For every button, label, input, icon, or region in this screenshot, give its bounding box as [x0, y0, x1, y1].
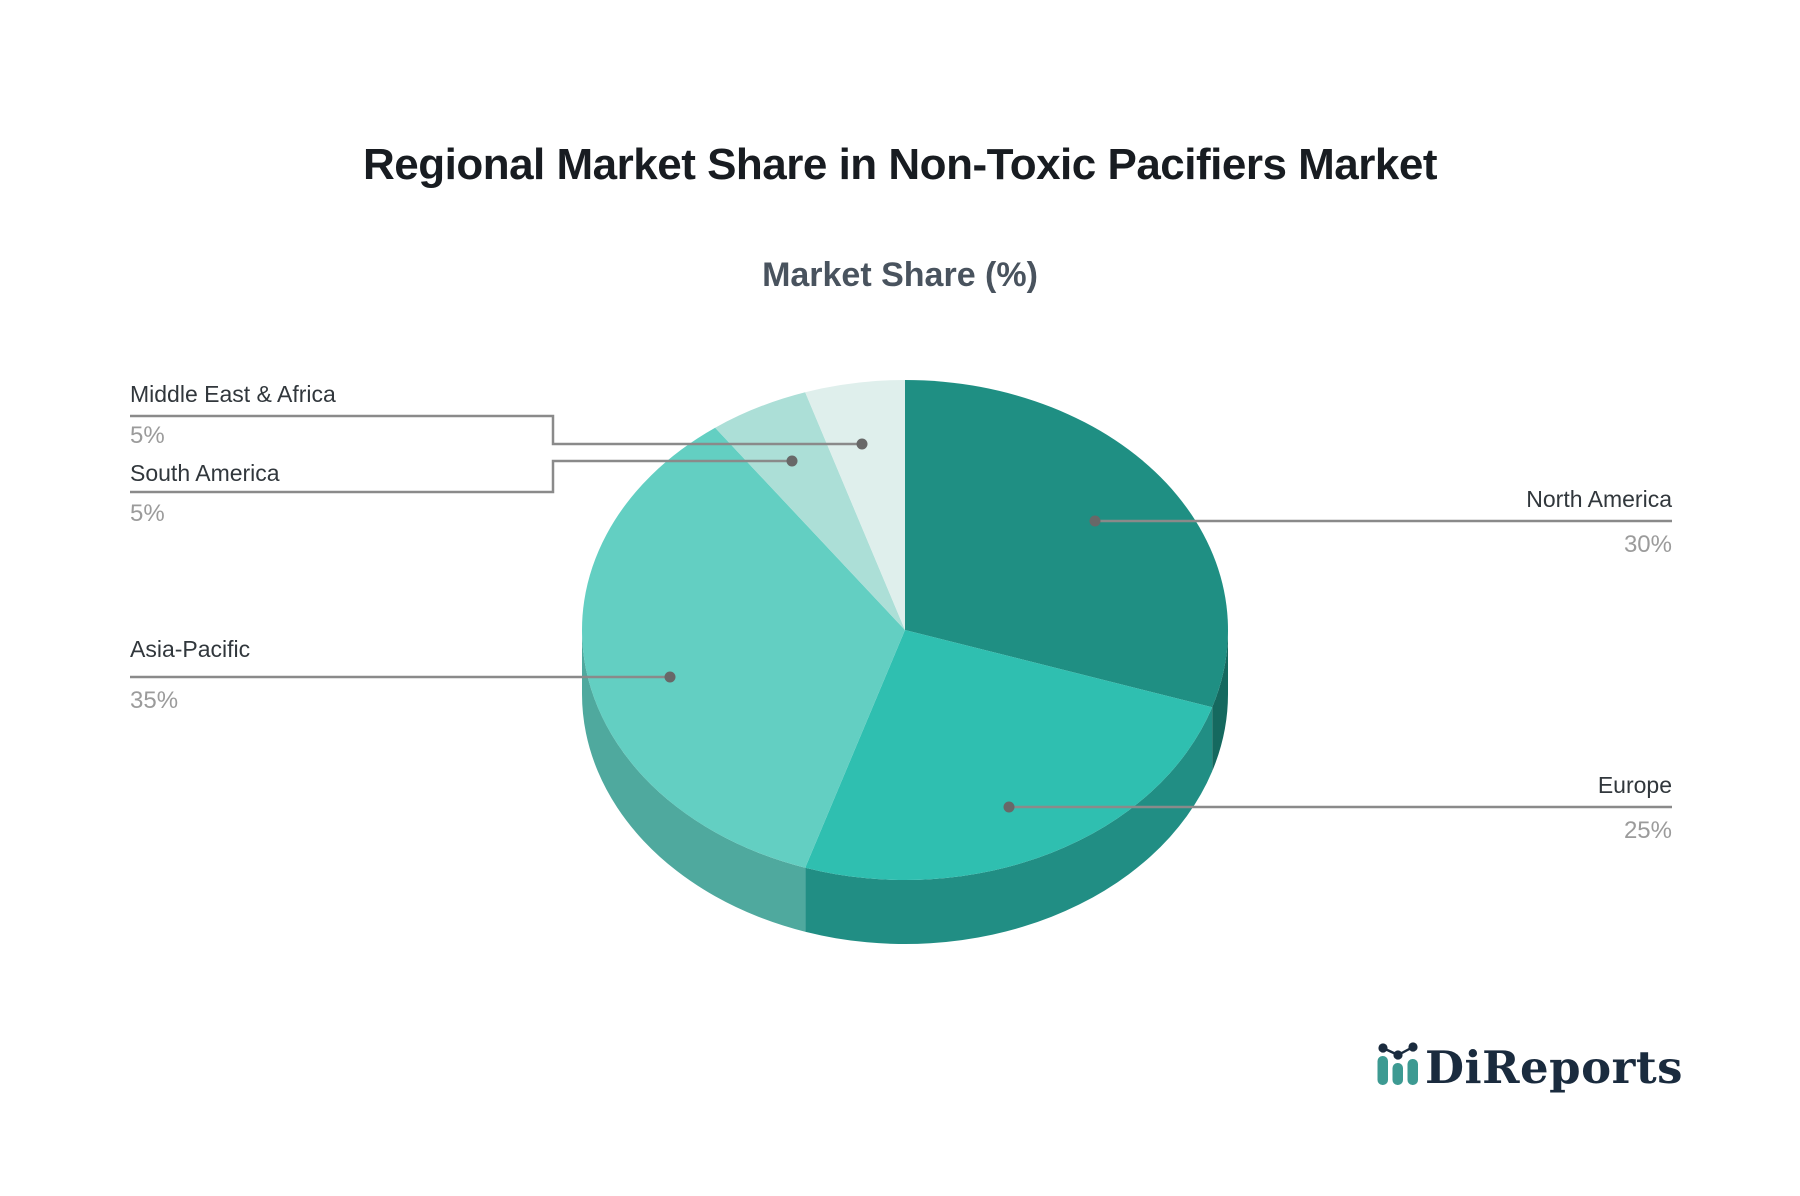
connector-south-america: [130, 459, 792, 494]
chart-title: Regional Market Share in Non-Toxic Pacif…: [362, 140, 1438, 189]
slice-value-middle-east-africa: 5%: [130, 422, 165, 449]
connector-middle-east-africa: [130, 414, 862, 446]
connector-dot-north-america: [1089, 515, 1101, 527]
slice-label-north-america: North America: [1526, 486, 1672, 512]
bar-line-chart-icon: [1377, 1042, 1418, 1085]
logo-text: DiReports: [1425, 1041, 1683, 1094]
slice-label-asia-pacific: Asia-Pacific: [130, 636, 251, 662]
connector-dot-europe: [1003, 801, 1015, 813]
pie-slice-europe: [805, 630, 1213, 880]
pie-slice-asia-pacific: [582, 427, 905, 868]
direports-logo: DiReports: [1372, 1032, 1683, 1090]
slice-label-middle-east-africa: Middle East & Africa: [130, 381, 336, 407]
slice-label-south-america: South America: [130, 460, 280, 486]
connector-dot-asia-pacific: [664, 671, 676, 683]
pie-slice-middle-east-africa: [805, 380, 905, 630]
connector-dot-south-america: [786, 455, 798, 467]
pie-side-asia-pacific: [582, 630, 806, 932]
pie-slice-north-america: [905, 380, 1228, 708]
connector-dot-middle-east-africa: [856, 438, 868, 450]
slice-value-north-america: 30%: [1623, 531, 1672, 558]
pie-slice-south-america: [715, 392, 905, 630]
pie-side-north-america: [1212, 630, 1228, 772]
slice-value-europe: 25%: [1623, 817, 1672, 844]
slice-value-asia-pacific: 35%: [130, 687, 179, 714]
slice-label-europe: Europe: [1597, 772, 1672, 798]
chart-subtitle: Market Share (%): [762, 256, 1038, 294]
pie-side-europe: [805, 707, 1213, 944]
slice-value-south-america: 5%: [130, 500, 165, 527]
